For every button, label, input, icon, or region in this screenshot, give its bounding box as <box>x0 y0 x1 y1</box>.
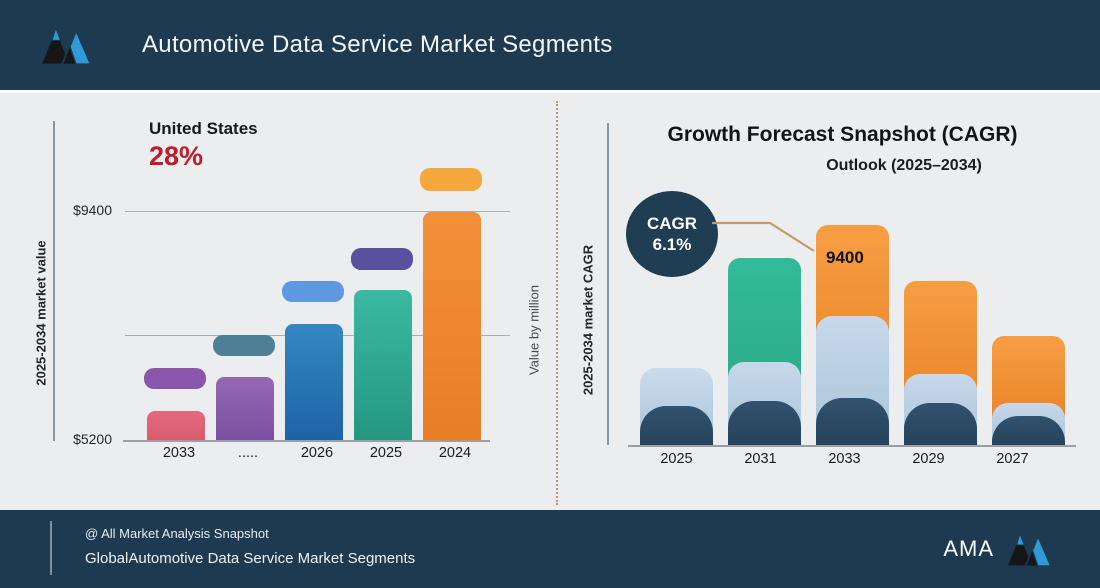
right-x-label-2033: 2033 <box>828 451 861 467</box>
footer-brand-logo-icon <box>1006 532 1052 568</box>
content-area: 2025-2034 market value Value by million … <box>0 90 1100 513</box>
right-x-label-2025: 2025 <box>660 451 693 467</box>
left-gridline-9400 <box>125 211 510 212</box>
cagr-badge-value: 6.1% <box>652 235 692 254</box>
left-y-axis-line <box>53 121 55 441</box>
right-segment-2027-base <box>992 415 1065 445</box>
left-y-axis-label-right: Value by million <box>526 284 542 376</box>
page-title: Automotive Data Service Market Segments <box>142 31 613 58</box>
cagr-badge: CAGR 6.1% <box>626 191 718 277</box>
right-segment-2029-base <box>904 402 977 445</box>
right-x-label-2029: 2029 <box>912 451 945 467</box>
right-chart-title: Growth Forecast Snapshot (CAGR) <box>667 123 1018 146</box>
footer-brand: AMA <box>943 510 1052 588</box>
left-bar-2025 <box>354 290 412 440</box>
left-y-tick-9400: $9400 <box>73 202 112 218</box>
right-segment-2031-base <box>728 400 801 445</box>
right-bar-column-2033: 9400 <box>816 123 889 445</box>
footer-note: @ All Market Analysis Snapshot <box>85 526 269 541</box>
right-segment-2033-base <box>816 398 889 445</box>
region-label: United States <box>149 119 258 138</box>
right-segment-2025-base <box>640 406 713 445</box>
right-x-labels: 2025 2031 2033 2029 2027 <box>640 451 1065 467</box>
right-bar-column-2031 <box>728 123 801 445</box>
left-bar-column-2025 <box>351 123 413 440</box>
left-bar-2033 <box>147 411 205 440</box>
footer-brand-text: AMA <box>943 536 994 561</box>
right-data-label: 9400 <box>826 248 864 267</box>
left-bar-column-2026 <box>282 123 344 440</box>
footer-title: GlobalAutomotive Data Service Market Seg… <box>85 550 416 567</box>
right-bar-column-2027 <box>992 123 1065 445</box>
brand-logo-icon <box>40 25 92 66</box>
left-bar-column-2024 <box>420 123 482 440</box>
left-y-tick-5200: $5200 <box>73 431 112 447</box>
left-bar-2026 <box>285 323 343 440</box>
left-bar-..... <box>216 376 274 440</box>
left-bar-2024 <box>423 212 481 440</box>
left-bar-cap-2033 <box>144 367 206 389</box>
right-bar-column-2025 <box>640 123 713 445</box>
right-x-axis-line <box>628 445 1076 447</box>
left-y-axis-label: 2025-2034 market value <box>33 240 49 386</box>
right-bar-column-2029 <box>904 123 977 445</box>
panel-divider <box>556 101 558 505</box>
right-y-axis-label: 2025-2034 market CAGR <box>580 244 596 396</box>
left-bar-cap-2025 <box>351 247 413 270</box>
left-bar-cap-2024 <box>420 168 482 191</box>
left-bar-cap-2026 <box>282 280 344 303</box>
header-bar: Automotive Data Service Market Segments <box>0 0 1100 90</box>
highlight-percwhile-value: 28% <box>149 141 204 171</box>
left-x-label-.....: ..... <box>237 445 259 461</box>
left-x-label-2025: 2025 <box>369 445 403 461</box>
left-x-label-2026: 2026 <box>300 445 334 461</box>
right-chart-subtitle: Outlook (2025–2034) <box>826 157 982 174</box>
left-bar-column-2033 <box>144 123 206 440</box>
cagr-badge-title: CAGR <box>646 213 698 233</box>
right-x-label-2031: 2031 <box>744 451 777 467</box>
left-bar-column-..... <box>213 123 275 440</box>
left-x-label-2033: 2033 <box>162 445 196 461</box>
left-x-axis-line <box>123 440 490 442</box>
right-plot-columns: 9400 <box>640 123 1065 445</box>
left-bar-cap-..... <box>213 335 275 356</box>
badge-connector-line <box>712 221 815 252</box>
footer-separator <box>50 521 52 575</box>
left-x-labels: 2033..... 2026 2025 2024 <box>150 445 484 461</box>
right-x-label-2027: 2027 <box>996 451 1029 467</box>
footer-bar: @ All Market Analysis Snapshot GlobalAut… <box>0 510 1100 588</box>
right-y-axis-line <box>607 123 609 445</box>
left-x-label-2024: 2024 <box>438 445 472 461</box>
left-plot-columns <box>144 123 482 440</box>
